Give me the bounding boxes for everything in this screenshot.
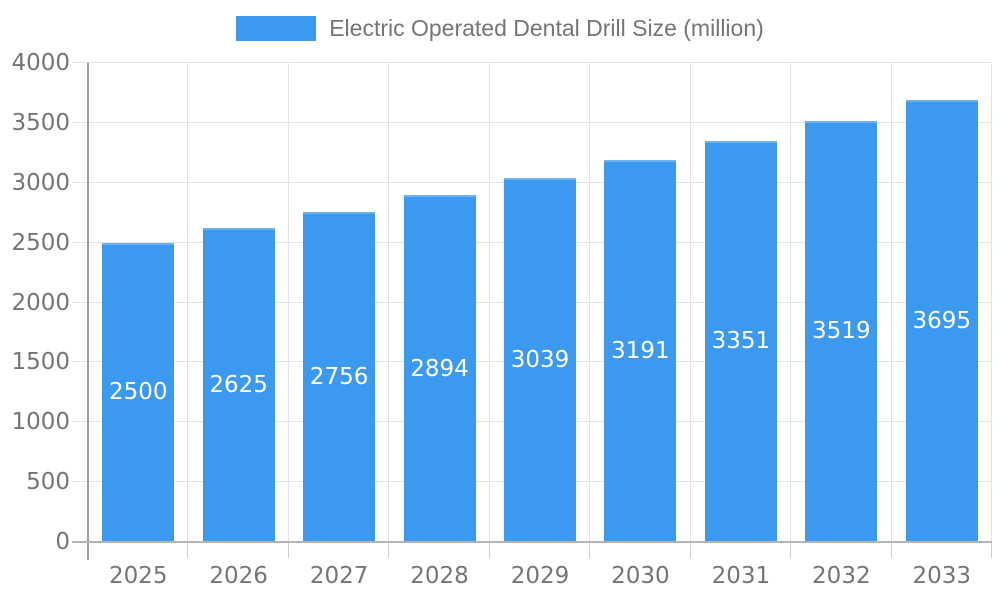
x-tick	[388, 543, 390, 558]
x-tick	[991, 543, 992, 558]
h-gridline	[72, 62, 992, 63]
x-axis-label: 2026	[209, 563, 268, 589]
x-axis-label: 2025	[108, 563, 168, 589]
bar[interactable]	[403, 195, 476, 542]
x-tick	[488, 543, 490, 558]
v-gridline	[890, 63, 892, 542]
bar[interactable]	[102, 242, 175, 542]
bar-value-label: 3039	[510, 347, 570, 374]
x-tick	[890, 543, 892, 558]
y-axis-label: 3000	[11, 169, 70, 196]
bar-value-label: 3191	[611, 337, 670, 364]
x-axis-label: 2027	[309, 563, 369, 589]
v-gridline	[689, 63, 691, 542]
x-axis-label: 2029	[510, 563, 570, 589]
bar[interactable]	[704, 140, 777, 542]
y-axis-label: 3500	[11, 109, 70, 136]
bar[interactable]	[604, 159, 677, 542]
legend-label: Electric Operated Dental Drill Size (mil…	[329, 15, 764, 41]
bar-value-label: 2894	[410, 355, 469, 382]
v-gridline	[991, 63, 992, 542]
v-gridline	[388, 63, 390, 542]
x-axis-label: 2033	[912, 563, 972, 589]
y-axis-label: 500	[26, 469, 70, 496]
y-axis-line	[87, 63, 89, 560]
x-axis-label: 2031	[711, 563, 771, 589]
bar-value-label: 2756	[309, 363, 369, 390]
bar[interactable]	[202, 227, 275, 542]
bar-value-label: 3351	[711, 328, 771, 355]
x-axis-label: 2032	[812, 563, 871, 589]
bar-value-label: 3695	[912, 307, 972, 334]
y-axis-label: 0	[55, 529, 70, 555]
x-tick	[187, 543, 189, 558]
bar[interactable]	[805, 120, 878, 542]
v-gridline	[488, 63, 490, 542]
v-gridline	[790, 63, 792, 542]
v-gridline	[287, 63, 289, 542]
y-axis-label: 1000	[11, 409, 70, 436]
x-tick	[790, 543, 792, 558]
x-axis-label: 2028	[410, 563, 469, 589]
bar-value-label: 2500	[108, 379, 168, 406]
bar[interactable]	[303, 211, 376, 542]
v-gridline	[589, 63, 591, 542]
y-axis-label: 4000	[11, 50, 70, 76]
x-tick	[589, 543, 591, 558]
y-axis-label: 2500	[11, 229, 70, 256]
bar-value-label: 3519	[812, 318, 871, 345]
x-tick	[287, 543, 289, 558]
h-gridline	[72, 121, 992, 123]
x-tick	[689, 543, 691, 558]
legend-swatch-icon	[236, 16, 317, 41]
bar[interactable]	[504, 178, 576, 542]
legend[interactable]: Electric Operated Dental Drill Size (mil…	[0, 16, 1000, 41]
y-axis-label: 1500	[11, 349, 70, 376]
x-axis-line	[72, 541, 992, 543]
bar[interactable]	[905, 99, 978, 542]
bar-value-label: 2625	[209, 371, 268, 398]
x-axis-label: 2030	[611, 563, 670, 589]
v-gridline	[187, 63, 189, 542]
y-axis-label: 2000	[11, 289, 70, 316]
